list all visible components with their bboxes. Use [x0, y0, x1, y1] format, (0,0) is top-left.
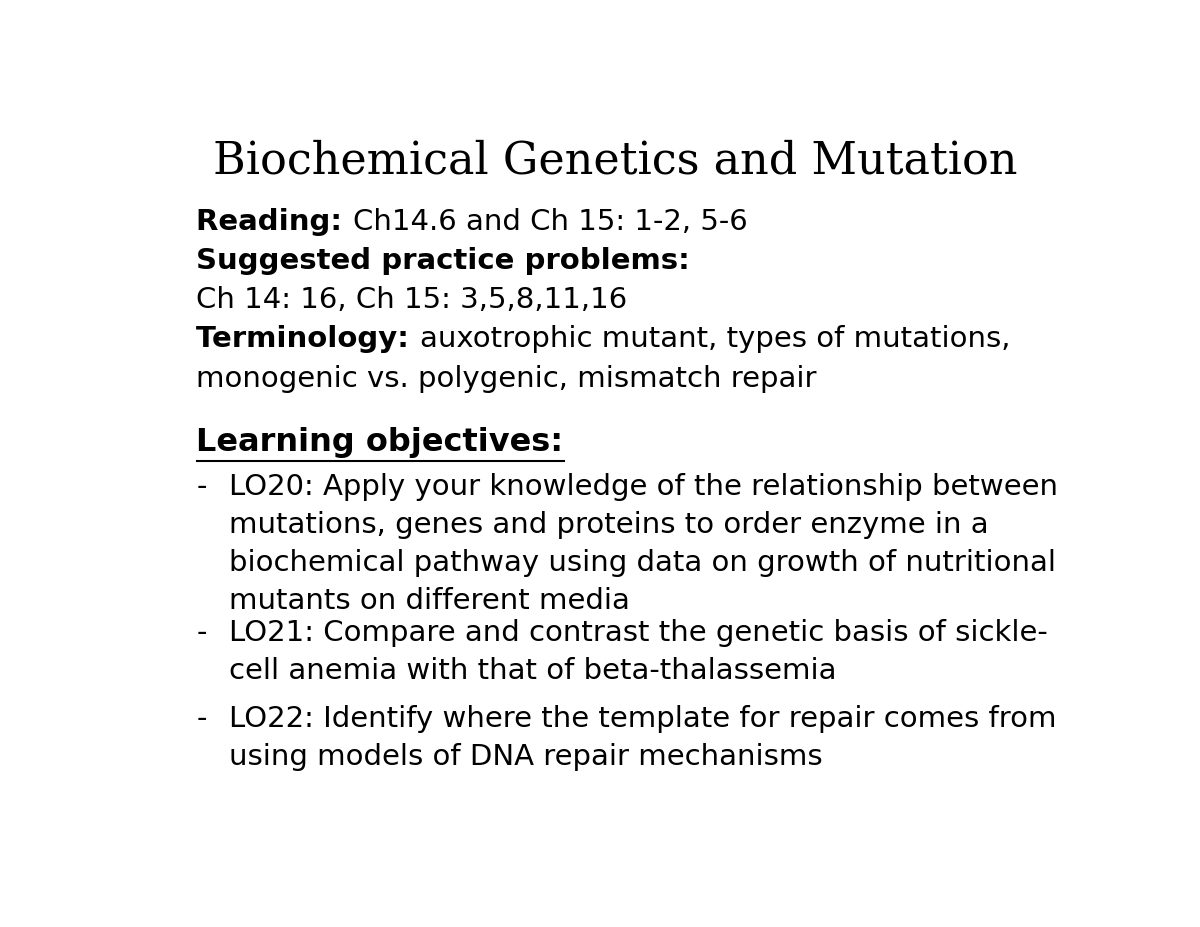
Text: Biochemical Genetics and Mutation: Biochemical Genetics and Mutation [212, 140, 1018, 183]
Text: -: - [197, 705, 206, 733]
Text: auxotrophic mutant, types of mutations,: auxotrophic mutant, types of mutations, [420, 325, 1010, 353]
Text: LO22: Identify where the template for repair comes from: LO22: Identify where the template for re… [229, 705, 1056, 733]
Text: Reading:: Reading: [197, 208, 353, 235]
Text: LO21: Compare and contrast the genetic basis of sickle-: LO21: Compare and contrast the genetic b… [229, 619, 1048, 647]
Text: Learning objectives:: Learning objectives: [197, 426, 564, 458]
Text: mutants on different media: mutants on different media [229, 587, 630, 615]
Text: Ch 14: 16, Ch 15: 3,5,8,11,16: Ch 14: 16, Ch 15: 3,5,8,11,16 [197, 286, 628, 314]
Text: -: - [197, 473, 206, 502]
Text: biochemical pathway using data on growth of nutritional: biochemical pathway using data on growth… [229, 549, 1056, 577]
Text: cell anemia with that of beta-thalassemia: cell anemia with that of beta-thalassemi… [229, 657, 836, 685]
Text: Ch14.6 and Ch 15: 1-2, 5-6: Ch14.6 and Ch 15: 1-2, 5-6 [353, 208, 748, 235]
Text: -: - [197, 619, 206, 647]
Text: using models of DNA repair mechanisms: using models of DNA repair mechanisms [229, 743, 823, 771]
Text: Terminology:: Terminology: [197, 325, 420, 353]
Text: monogenic vs. polygenic, mismatch repair: monogenic vs. polygenic, mismatch repair [197, 364, 817, 393]
Text: Suggested practice problems:: Suggested practice problems: [197, 247, 690, 275]
Text: mutations, genes and proteins to order enzyme in a: mutations, genes and proteins to order e… [229, 511, 989, 539]
Text: LO20: Apply your knowledge of the relationship between: LO20: Apply your knowledge of the relati… [229, 473, 1058, 502]
